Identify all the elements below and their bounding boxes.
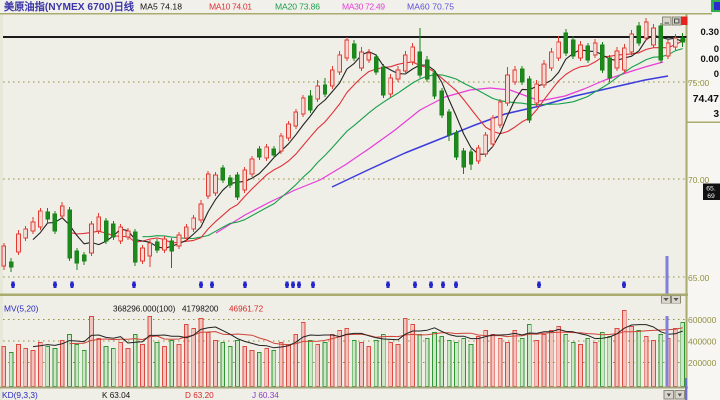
svg-text:0: 0 <box>714 44 719 55</box>
svg-text:美原油指(NYMEX 6700)日线: 美原油指(NYMEX 6700)日线 <box>4 0 134 13</box>
svg-text:74.47: 74.47 <box>693 93 719 105</box>
svg-text:MA5 74.18: MA5 74.18 <box>140 2 182 12</box>
svg-text:J 60.34: J 60.34 <box>252 391 279 400</box>
svg-text:MA10 74.01: MA10 74.01 <box>209 2 252 12</box>
svg-text:MA60 70.75: MA60 70.75 <box>407 2 454 12</box>
svg-text:368296.000(100): 368296.000(100) <box>113 305 176 314</box>
svg-text:65.: 65. <box>706 186 716 193</box>
svg-text:70.00: 70.00 <box>688 175 710 185</box>
svg-text:MV(5,20): MV(5,20) <box>4 304 39 314</box>
svg-text:D 63.20: D 63.20 <box>185 391 214 400</box>
svg-text:75.00: 75.00 <box>688 78 710 88</box>
svg-text:KD(9,3,3): KD(9,3,3) <box>2 390 38 400</box>
svg-text:200000: 200000 <box>688 358 717 368</box>
svg-text:400000: 400000 <box>688 337 717 347</box>
svg-text:69: 69 <box>707 193 715 200</box>
svg-text:0.30: 0.30 <box>701 27 720 38</box>
svg-text:0: 0 <box>714 69 719 80</box>
svg-text:46961.72: 46961.72 <box>229 305 264 314</box>
svg-text:0.00: 0.00 <box>701 54 720 65</box>
svg-text:3: 3 <box>713 109 719 120</box>
svg-text:MA30 72.49: MA30 72.49 <box>342 2 385 12</box>
svg-text:600000: 600000 <box>688 315 717 325</box>
svg-text:K 63.04: K 63.04 <box>102 391 131 400</box>
svg-text:65.00: 65.00 <box>688 273 710 283</box>
svg-text:41798200: 41798200 <box>182 305 219 314</box>
svg-text:MA20 73.86: MA20 73.86 <box>275 2 320 12</box>
